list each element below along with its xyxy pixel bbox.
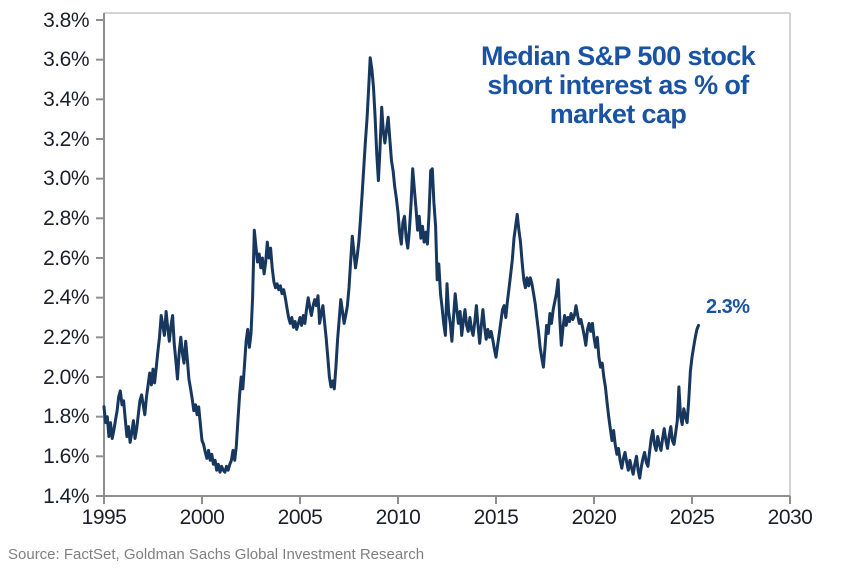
y-tick-label: 2.8% xyxy=(43,206,89,230)
x-tick-label: 2020 xyxy=(571,506,617,529)
y-tick-label: 1.4% xyxy=(43,484,89,508)
y-tick-label: 3.2% xyxy=(43,127,89,151)
last-value-label: 2.3% xyxy=(706,296,750,318)
y-tick-label: 3.8% xyxy=(43,8,89,32)
y-tick-label: 2.0% xyxy=(43,365,89,389)
series-line xyxy=(102,56,700,480)
y-tick-label: 3.4% xyxy=(43,87,89,111)
y-tick-label: 3.6% xyxy=(43,48,89,72)
y-tick-label: 1.8% xyxy=(43,405,89,429)
source-attribution: Source: FactSet, Goldman Sachs Global In… xyxy=(8,546,425,563)
x-tick-label: 2015 xyxy=(473,506,519,529)
x-tick-label: 2025 xyxy=(669,506,715,529)
chart-title-annotation: Median S&P 500 stock short interest as %… xyxy=(480,41,756,129)
x-tick-label: 2030 xyxy=(767,506,813,529)
y-tick-label: 2.2% xyxy=(43,325,89,349)
y-tick-label: 2.4% xyxy=(43,286,89,310)
x-tick-label: 2010 xyxy=(375,506,421,529)
x-tick-label: 2005 xyxy=(277,506,323,529)
y-tick-label: 3.0% xyxy=(43,167,89,191)
x-tick-label: 2000 xyxy=(179,506,225,529)
y-tick-label: 1.6% xyxy=(43,444,89,468)
x-tick-label: 1995 xyxy=(81,506,127,529)
y-tick-label: 2.6% xyxy=(43,246,89,270)
